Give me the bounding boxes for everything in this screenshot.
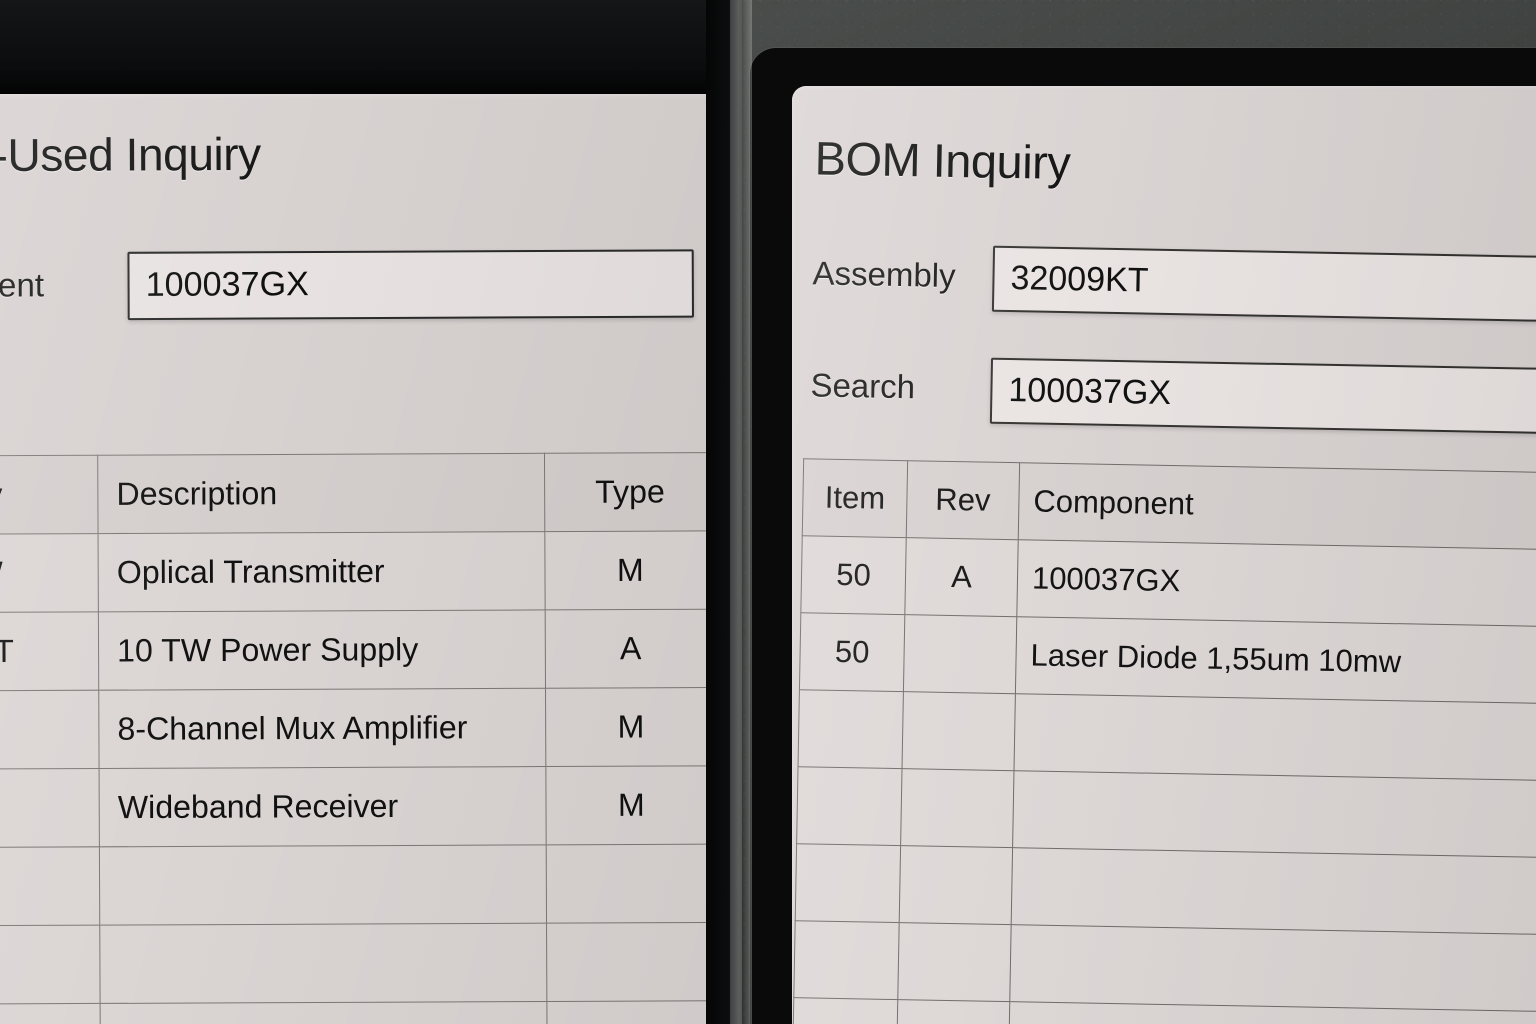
right-monitor-screen: BOM Inquiry Assembly 32009KT Search 1000…	[792, 86, 1536, 1024]
cell-item: 50	[800, 535, 907, 615]
cell-description	[100, 1001, 548, 1024]
search-field-label: Search	[810, 366, 916, 406]
cell-assembly: 0971	[0, 768, 100, 848]
table-row[interactable]: 50 Laser Diode 1,55um 10mw	[799, 612, 1536, 704]
cell-item	[795, 843, 901, 923]
cell-type	[546, 922, 710, 1002]
column-header-assembly[interactable]: sembly	[0, 455, 99, 535]
cell-item	[796, 766, 903, 846]
table-row[interactable]	[798, 689, 1536, 781]
column-header-rev[interactable]: Rev	[906, 460, 1020, 540]
cell-type: M	[544, 530, 710, 610]
table-row[interactable]	[0, 922, 710, 1005]
cell-component	[1013, 693, 1536, 781]
cell-item	[793, 920, 900, 1000]
cell-item	[798, 689, 904, 769]
table-row[interactable]	[0, 844, 710, 927]
cell-component	[1012, 770, 1536, 858]
table-row[interactable]: 0009KT 10 TW Power Supply A	[0, 609, 710, 692]
cell-type	[546, 844, 710, 924]
cell-component: Laser Diode 1,55um 10mw	[1015, 616, 1536, 704]
cell-type	[546, 1000, 710, 1024]
cell-component: 100037GX	[1016, 539, 1536, 627]
search-field-row: Search 100037GX	[810, 354, 1536, 435]
component-field-label: omponent	[0, 266, 45, 305]
cell-rev	[896, 999, 1010, 1024]
cell-assembly	[0, 1003, 101, 1024]
component-field-row: omponent 100037GX	[0, 249, 710, 321]
assembly-field-row: Assembly 32009KT	[812, 242, 1536, 323]
bom-results-table: Item Rev Component 50 A 100037GX 50	[792, 458, 1536, 1024]
table-row[interactable]: 0067W Oplical Transmitter M	[0, 530, 710, 613]
cell-rev	[897, 922, 1012, 1002]
column-header-item[interactable]: Item	[802, 458, 908, 538]
search-input-value: 100037GX	[1008, 371, 1172, 412]
page-title: BOM Inquiry	[814, 131, 1071, 190]
cell-component	[1009, 924, 1536, 1012]
cell-description	[99, 923, 547, 1004]
left-monitor-screen: here-Used Inquiry omponent 100037GX semb…	[0, 94, 710, 1024]
column-header-description[interactable]: Description	[97, 453, 545, 534]
component-input[interactable]: 100037GX	[127, 249, 694, 321]
cell-assembly: 0095	[0, 690, 100, 770]
table-row[interactable]: 0095 8-Channel Mux Amplifier M	[0, 687, 710, 770]
table-row[interactable]: 50 A 100037GX	[800, 535, 1536, 627]
cell-assembly	[0, 846, 100, 927]
bom-inquiry-app: BOM Inquiry Assembly 32009KT Search 1000…	[792, 86, 1536, 1024]
assembly-field-label: Assembly	[812, 254, 956, 295]
cell-rev	[903, 614, 1017, 694]
cell-component	[1011, 847, 1536, 935]
table-row[interactable]	[796, 766, 1536, 858]
page-title: here-Used Inquiry	[0, 127, 261, 182]
table-row[interactable]	[0, 1000, 710, 1024]
table-header-row: sembly Description Type	[0, 452, 710, 535]
cell-description: 8-Channel Mux Amplifier	[98, 688, 546, 769]
cell-assembly	[0, 925, 101, 1005]
cell-description: Oplical Transmitter	[98, 531, 546, 612]
table-header-row: Item Rev Component	[802, 458, 1536, 550]
column-header-component[interactable]: Component	[1018, 462, 1536, 550]
cell-type: M	[545, 687, 710, 767]
component-input-value: 100037GX	[145, 265, 309, 304]
table-row[interactable]	[795, 843, 1536, 935]
cell-type: A	[545, 609, 710, 689]
cell-rev	[900, 768, 1014, 848]
cell-assembly: 0067W	[0, 533, 99, 613]
where-used-inquiry-app: here-Used Inquiry omponent 100037GX semb…	[0, 94, 710, 1024]
left-monitor: here-Used Inquiry omponent 100037GX semb…	[0, 0, 730, 1024]
cell-item	[792, 997, 898, 1024]
table-row[interactable]: 0971 Wideband Receiver M	[0, 765, 710, 848]
cell-type: M	[545, 765, 710, 845]
search-input[interactable]: 100037GX	[989, 357, 1536, 435]
cell-rev	[899, 845, 1013, 925]
table-row[interactable]	[793, 920, 1536, 1012]
where-used-results-table: sembly Description Type 0067W Oplical Tr…	[0, 452, 710, 1024]
cell-rev	[902, 691, 1016, 771]
cell-description	[99, 844, 547, 926]
assembly-input[interactable]: 32009KT	[991, 245, 1536, 323]
cell-assembly: 0009KT	[0, 611, 99, 692]
assembly-input-value: 32009KT	[1010, 259, 1149, 300]
right-monitor: BOM Inquiry Assembly 32009KT Search 1000…	[742, 0, 1536, 1024]
cell-description: 10 TW Power Supply	[98, 609, 546, 691]
left-monitor-bezel	[0, 0, 730, 96]
cell-description: Wideband Receiver	[99, 766, 547, 847]
cell-item: 50	[799, 612, 905, 692]
column-header-type[interactable]: Type	[544, 452, 710, 532]
cell-rev: A	[904, 537, 1019, 617]
